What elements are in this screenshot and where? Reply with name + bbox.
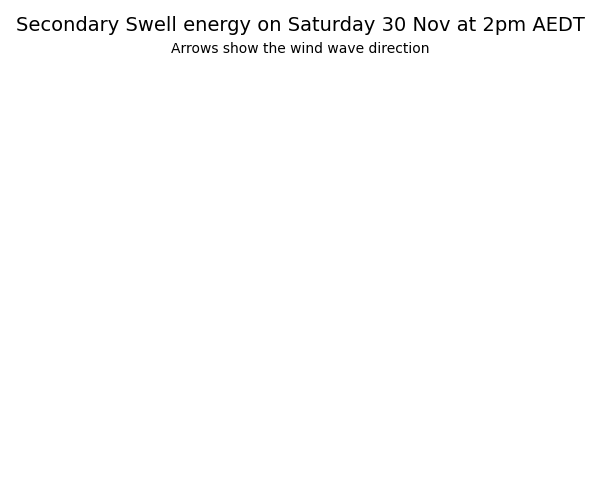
- Text: Cartopy required for map rendering: Cartopy required for map rendering: [152, 264, 449, 282]
- Text: Secondary Swell energy on Saturday 30 Nov at 2pm AEDT: Secondary Swell energy on Saturday 30 No…: [16, 17, 585, 36]
- Text: Arrows show the wind wave direction: Arrows show the wind wave direction: [171, 42, 430, 56]
